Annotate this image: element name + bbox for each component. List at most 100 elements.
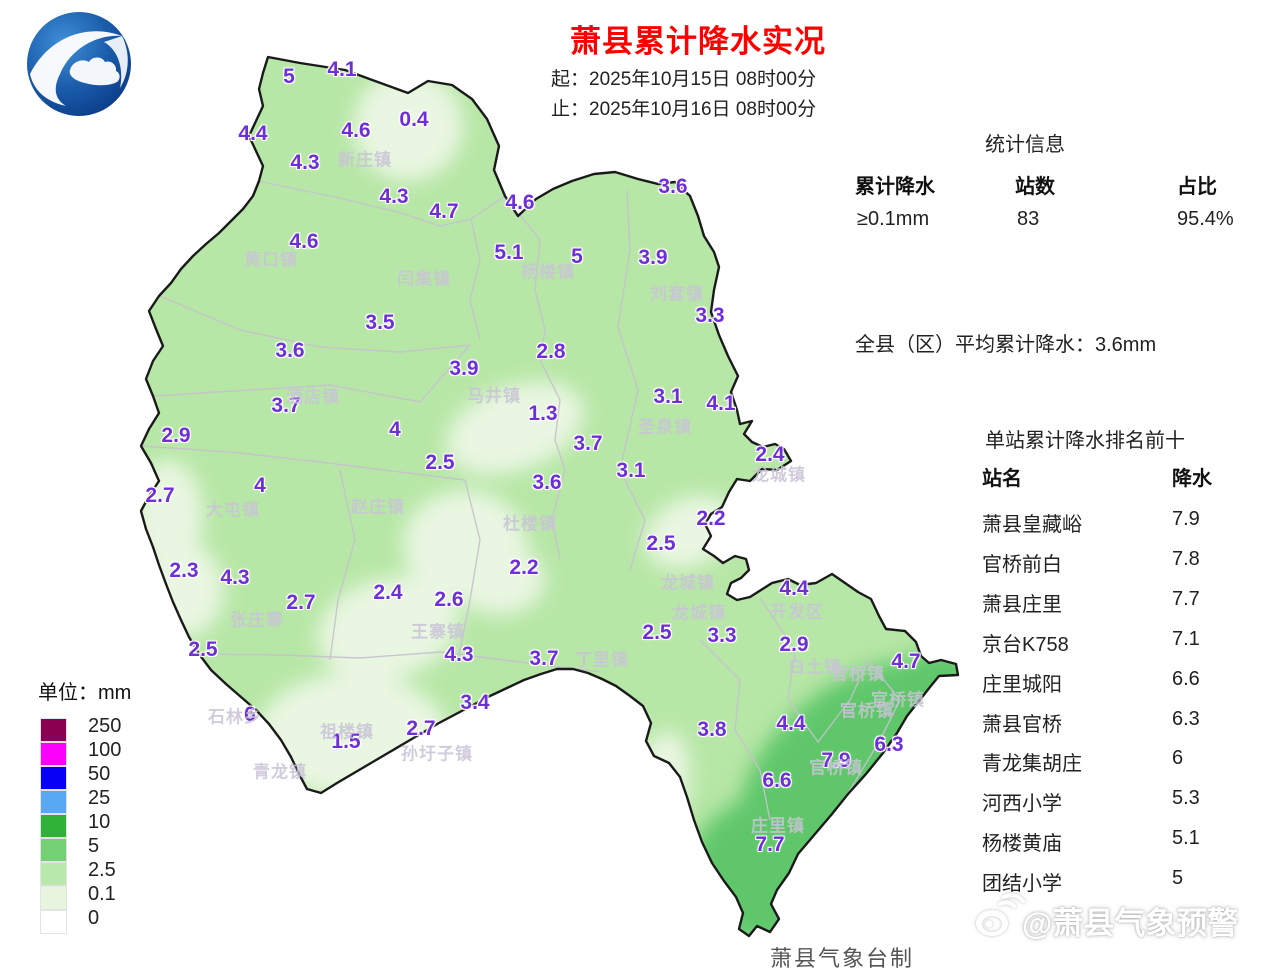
precip-value-label: 2.9 <box>779 633 809 656</box>
precip-value-label: 4.4 <box>238 122 268 145</box>
station-name: 萧县官桥 <box>982 713 1062 736</box>
town-label: 孙圩子镇 <box>401 744 473 764</box>
precip-value-label: 2.9 <box>161 424 191 447</box>
precip-value-label: 3.7 <box>271 394 301 417</box>
legend-swatch <box>40 862 67 886</box>
stats-col-precip: 累计降水 <box>855 176 935 198</box>
legend-label: 5 <box>88 835 100 857</box>
town-label: 张庄寨 <box>230 610 284 630</box>
precip-value-label: 3.7 <box>573 432 603 455</box>
precip-value-label: 4.3 <box>220 566 250 589</box>
station-name: 官桥前白 <box>982 553 1062 576</box>
town-label: 王寨镇 <box>411 622 465 642</box>
precip-value-label: 7.9 <box>821 749 851 772</box>
precip-value-label: 4.1 <box>706 392 736 415</box>
precip-value-label: 4.3 <box>290 151 320 174</box>
station-name: 河西小学 <box>982 793 1062 816</box>
precip-value-label: 3.6 <box>658 175 688 198</box>
station-precip-value: 5.1 <box>1172 827 1200 850</box>
legend-label: 250 <box>88 715 122 737</box>
station-name: 团结小学 <box>982 873 1062 896</box>
station-precip-value: 6.6 <box>1172 667 1200 690</box>
end-time-line: 止：2025年10月16日 08时00分 <box>551 99 817 120</box>
precip-value-label: 3.9 <box>449 357 479 380</box>
legend-label: 25 <box>88 787 111 809</box>
precip-value-label: 2.4 <box>373 581 403 604</box>
precip-value-label: 4 <box>254 474 266 497</box>
town-label: 大屯镇 <box>206 500 260 520</box>
legend-swatch <box>40 766 67 790</box>
station-precip-value: 5.3 <box>1172 787 1200 810</box>
station-name: 青龙集胡庄 <box>982 753 1082 776</box>
precip-value-label: 5 <box>571 245 583 268</box>
town-label: 开发区 <box>770 602 824 622</box>
precip-value-label: 2.7 <box>406 717 436 740</box>
precip-value-label: 5.1 <box>494 241 524 264</box>
page-title: 萧县累计降水实况 <box>570 24 826 59</box>
town-label: 黄口镇 <box>244 250 298 270</box>
precip-value-label: 4.4 <box>779 577 809 600</box>
county-average-line: 全县（区）平均累计降水：3.6mm <box>855 334 1157 356</box>
precip-value-label: 2.2 <box>696 507 726 530</box>
precip-value-label: 3.3 <box>707 624 737 647</box>
station-precip-value: 7.1 <box>1172 627 1200 650</box>
precip-value-label: 3.1 <box>653 385 683 408</box>
precip-value-label: 2.7 <box>145 484 175 507</box>
legend-swatch <box>40 742 67 766</box>
legend-title: 单位：mm <box>38 682 132 704</box>
precip-value-label: 4 <box>389 418 401 441</box>
precip-value-label: 4.7 <box>429 200 459 223</box>
stats-value-threshold: ≥0.1mm <box>857 208 930 230</box>
precip-value-label: 4.6 <box>289 230 319 253</box>
town-label: 龙城镇 <box>752 465 806 485</box>
precip-value-label: 3.9 <box>638 246 668 269</box>
start-time-line: 起：2025年10月15日 08时00分 <box>551 69 817 90</box>
town-label: 官桥镇 <box>871 690 925 710</box>
precip-value-label: 7.7 <box>755 833 785 856</box>
ranking-title: 单站累计降水排名前十 <box>985 430 1185 452</box>
precip-value-label: 3.7 <box>529 647 559 670</box>
stats-col-ratio: 占比 <box>1177 176 1217 198</box>
station-name: 萧县皇藏峪 <box>982 514 1082 536</box>
precip-value-label: 0.4 <box>399 108 429 131</box>
town-label: 官桥镇 <box>809 758 863 778</box>
weibo-icon <box>976 893 1025 936</box>
town-label: 赵庄镇 <box>351 497 405 517</box>
precip-value-label: 3.5 <box>365 311 395 334</box>
precip-value-label: 2.5 <box>188 638 218 661</box>
precip-value-label: 6.6 <box>762 769 792 792</box>
precipitation-map <box>27 12 1025 938</box>
station-precip-value: 6 <box>1172 747 1184 770</box>
legend-swatch <box>40 814 67 838</box>
legend-swatch <box>40 790 67 814</box>
precip-value-label: 2.5 <box>642 621 672 644</box>
precip-value-label: 6.3 <box>874 733 904 756</box>
town-label: 石林乡 <box>208 707 262 727</box>
precip-value-label: 2.2 <box>509 556 539 579</box>
precip-value-label: 2.7 <box>286 591 316 614</box>
town-label: 杨楼镇 <box>521 262 575 282</box>
stats-title: 统计信息 <box>985 134 1065 156</box>
precip-value-label: 3.3 <box>695 304 725 327</box>
precip-value-label: 2.6 <box>434 588 464 611</box>
precip-value-label: 3.6 <box>532 471 562 494</box>
station-name: 庄里城阳 <box>982 673 1062 696</box>
town-label: 闫集镇 <box>397 269 451 289</box>
town-label: 新庄镇 <box>338 150 392 170</box>
precip-value-label: 2.5 <box>425 451 455 474</box>
legend-label: 100 <box>88 739 122 761</box>
station-name: 杨楼黄庙 <box>982 833 1062 856</box>
precip-value-label: 6 <box>244 703 256 726</box>
map-credit: 萧县气象台制 <box>770 946 915 971</box>
precip-value-label: 3.6 <box>275 339 305 362</box>
precip-value-label: 1.3 <box>528 402 558 425</box>
precip-value-label: 2.4 <box>755 443 785 466</box>
precip-value-label: 2.8 <box>536 340 566 363</box>
precip-value-label: 3.8 <box>697 718 727 741</box>
town-label: 酒店镇 <box>286 387 340 407</box>
town-label: 龙城镇 <box>661 573 715 593</box>
legend-swatch <box>40 718 67 742</box>
ranking-col-precip: 降水 <box>1172 468 1212 490</box>
ranking-col-station: 站名 <box>982 468 1022 490</box>
town-label: 杜楼镇 <box>503 514 557 534</box>
